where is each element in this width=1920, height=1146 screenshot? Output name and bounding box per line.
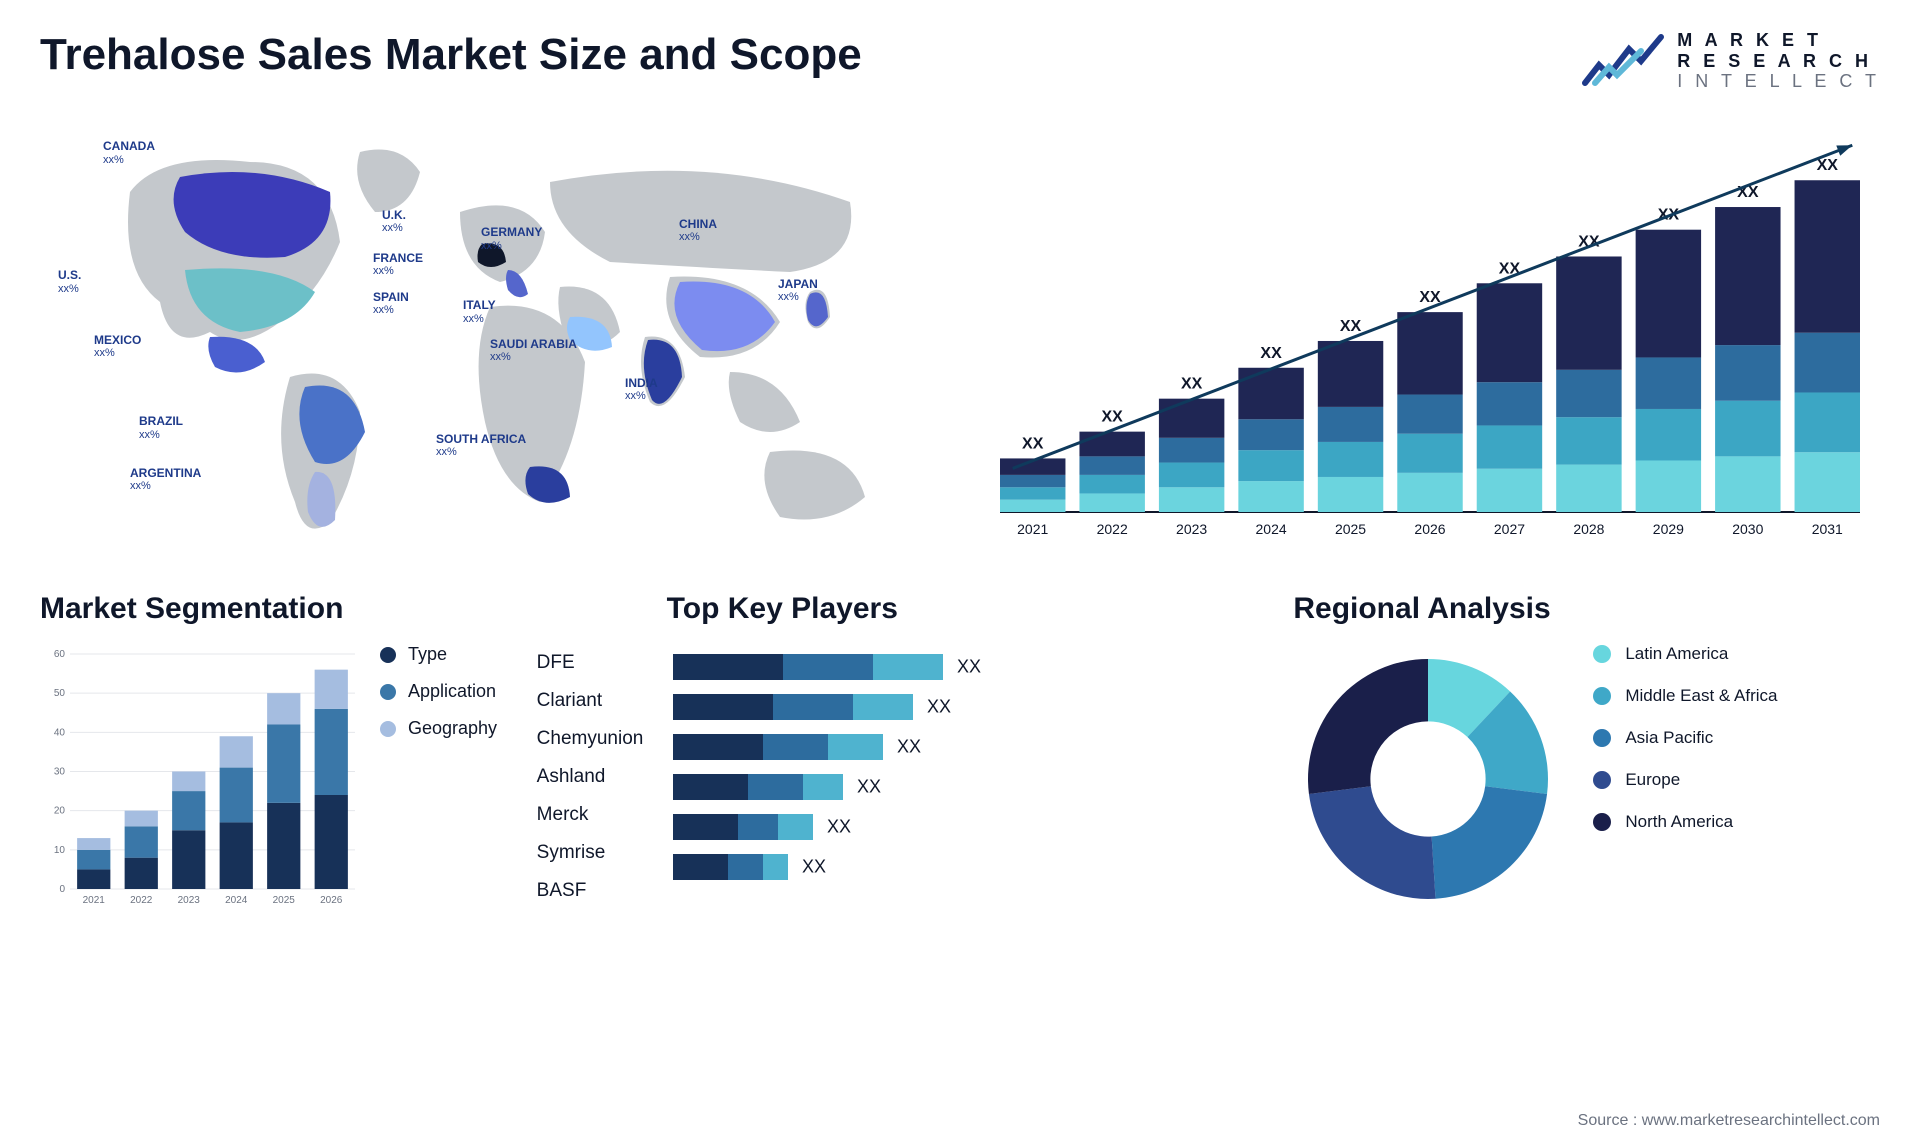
- map-label-argentina: ARGENTINAxx%: [130, 466, 201, 494]
- brand-logo: M A R K E T R E S E A R C H I N T E L L …: [1581, 30, 1880, 92]
- player-name: BASF: [537, 872, 644, 910]
- svg-text:XX: XX: [1102, 409, 1124, 426]
- svg-text:2030: 2030: [1732, 521, 1763, 537]
- svg-text:30: 30: [54, 767, 66, 778]
- svg-text:2025: 2025: [273, 895, 296, 906]
- svg-text:XX: XX: [897, 737, 921, 757]
- key-players-panel: Top Key Players DFEClariantChemyunionAsh…: [667, 592, 1254, 912]
- map-label-japan: JAPANxx%: [778, 277, 818, 305]
- main-bar-chart: XX2021XX2022XX2023XX2024XX2025XX2026XX20…: [980, 122, 1880, 552]
- logo-text: M A R K E T R E S E A R C H I N T E L L …: [1677, 30, 1880, 92]
- svg-text:XX: XX: [802, 857, 826, 877]
- map-label-france: FRANCExx%: [373, 251, 423, 279]
- map-label-uk: U.K.xx%: [382, 208, 406, 236]
- segmentation-legend: Type Application Geography: [380, 644, 497, 755]
- svg-text:2021: 2021: [83, 895, 106, 906]
- player-name: Merck: [537, 796, 644, 834]
- map-label-saudiarabia: SAUDI ARABIAxx%: [490, 337, 577, 365]
- svg-text:XX: XX: [1181, 376, 1203, 393]
- regional-panel: Regional Analysis Latin America Middle Ea…: [1293, 592, 1880, 912]
- region-legend-item: Europe: [1593, 770, 1777, 790]
- svg-text:10: 10: [54, 845, 66, 856]
- map-label-us: U.S.xx%: [58, 268, 81, 296]
- player-name: DFE: [537, 644, 644, 682]
- svg-text:2023: 2023: [178, 895, 201, 906]
- svg-text:2023: 2023: [1176, 521, 1207, 537]
- svg-text:XX: XX: [957, 657, 981, 677]
- svg-text:2026: 2026: [320, 895, 343, 906]
- svg-text:XX: XX: [1817, 157, 1839, 174]
- svg-text:XX: XX: [1340, 318, 1362, 335]
- svg-text:2024: 2024: [1256, 521, 1287, 537]
- players-title: Top Key Players: [667, 592, 1254, 626]
- svg-text:0: 0: [59, 884, 65, 895]
- players-chart: XXXXXXXXXXXX: [673, 644, 1043, 914]
- page-title: Trehalose Sales Market Size and Scope: [40, 30, 862, 80]
- logo-icon: [1581, 31, 1665, 91]
- svg-text:2021: 2021: [1017, 521, 1048, 537]
- seg-legend-item: Type: [380, 644, 497, 665]
- map-label-china: CHINAxx%: [679, 217, 717, 245]
- svg-text:XX: XX: [827, 817, 851, 837]
- svg-text:2027: 2027: [1494, 521, 1525, 537]
- regional-title: Regional Analysis: [1293, 592, 1880, 626]
- svg-text:2031: 2031: [1812, 521, 1843, 537]
- map-label-germany: GERMANYxx%: [481, 225, 542, 253]
- svg-text:50: 50: [54, 688, 66, 699]
- main-bar-chart-panel: XX2021XX2022XX2023XX2024XX2025XX2026XX20…: [980, 122, 1880, 552]
- map-label-india: INDIAxx%: [625, 376, 658, 404]
- player-name: Symrise: [537, 834, 644, 872]
- svg-text:XX: XX: [857, 777, 881, 797]
- player-name: Clariant: [537, 682, 644, 720]
- svg-text:2029: 2029: [1653, 521, 1684, 537]
- svg-text:2028: 2028: [1573, 521, 1604, 537]
- segmentation-chart: 0 10 20 30 40 50 60 2021 2022 2023 2024 2025 2026: [40, 644, 360, 914]
- map-label-mexico: MEXICOxx%: [94, 333, 141, 361]
- svg-text:XX: XX: [1022, 435, 1044, 452]
- map-label-italy: ITALYxx%: [463, 298, 496, 326]
- region-legend-item: North America: [1593, 812, 1777, 832]
- segmentation-title: Market Segmentation: [40, 592, 627, 626]
- svg-text:2022: 2022: [130, 895, 153, 906]
- seg-legend-item: Application: [380, 681, 497, 702]
- svg-text:40: 40: [54, 727, 66, 738]
- seg-legend-item: Geography: [380, 718, 497, 739]
- svg-text:2026: 2026: [1414, 521, 1445, 537]
- map-label-canada: CANADAxx%: [103, 139, 155, 167]
- svg-text:XX: XX: [1260, 345, 1282, 362]
- svg-text:2025: 2025: [1335, 521, 1366, 537]
- svg-text:2024: 2024: [225, 895, 248, 906]
- svg-text:XX: XX: [927, 697, 951, 717]
- regional-legend: Latin America Middle East & Africa Asia Pa…: [1593, 644, 1777, 854]
- map-label-brazil: BRAZILxx%: [139, 414, 183, 442]
- source-attribution: Source : www.marketresearchintellect.com: [1578, 1112, 1880, 1130]
- svg-text:60: 60: [54, 649, 66, 660]
- region-legend-item: Latin America: [1593, 644, 1777, 664]
- region-legend-item: Asia Pacific: [1593, 728, 1777, 748]
- players-list: DFEClariantChemyunionAshlandMerckSymrise…: [537, 644, 644, 910]
- map-label-southafrica: SOUTH AFRICAxx%: [436, 432, 526, 460]
- player-name: Chemyunion: [537, 720, 644, 758]
- region-legend-item: Middle East & Africa: [1593, 686, 1777, 706]
- map-label-spain: SPAINxx%: [373, 290, 409, 318]
- world-map-panel: CANADAxx% U.S.xx% MEXICOxx% BRAZILxx% ARGENT…: [40, 122, 940, 552]
- regional-donut-chart: [1293, 644, 1563, 914]
- svg-text:2022: 2022: [1097, 521, 1128, 537]
- svg-text:20: 20: [54, 806, 66, 817]
- player-name: Ashland: [537, 758, 644, 796]
